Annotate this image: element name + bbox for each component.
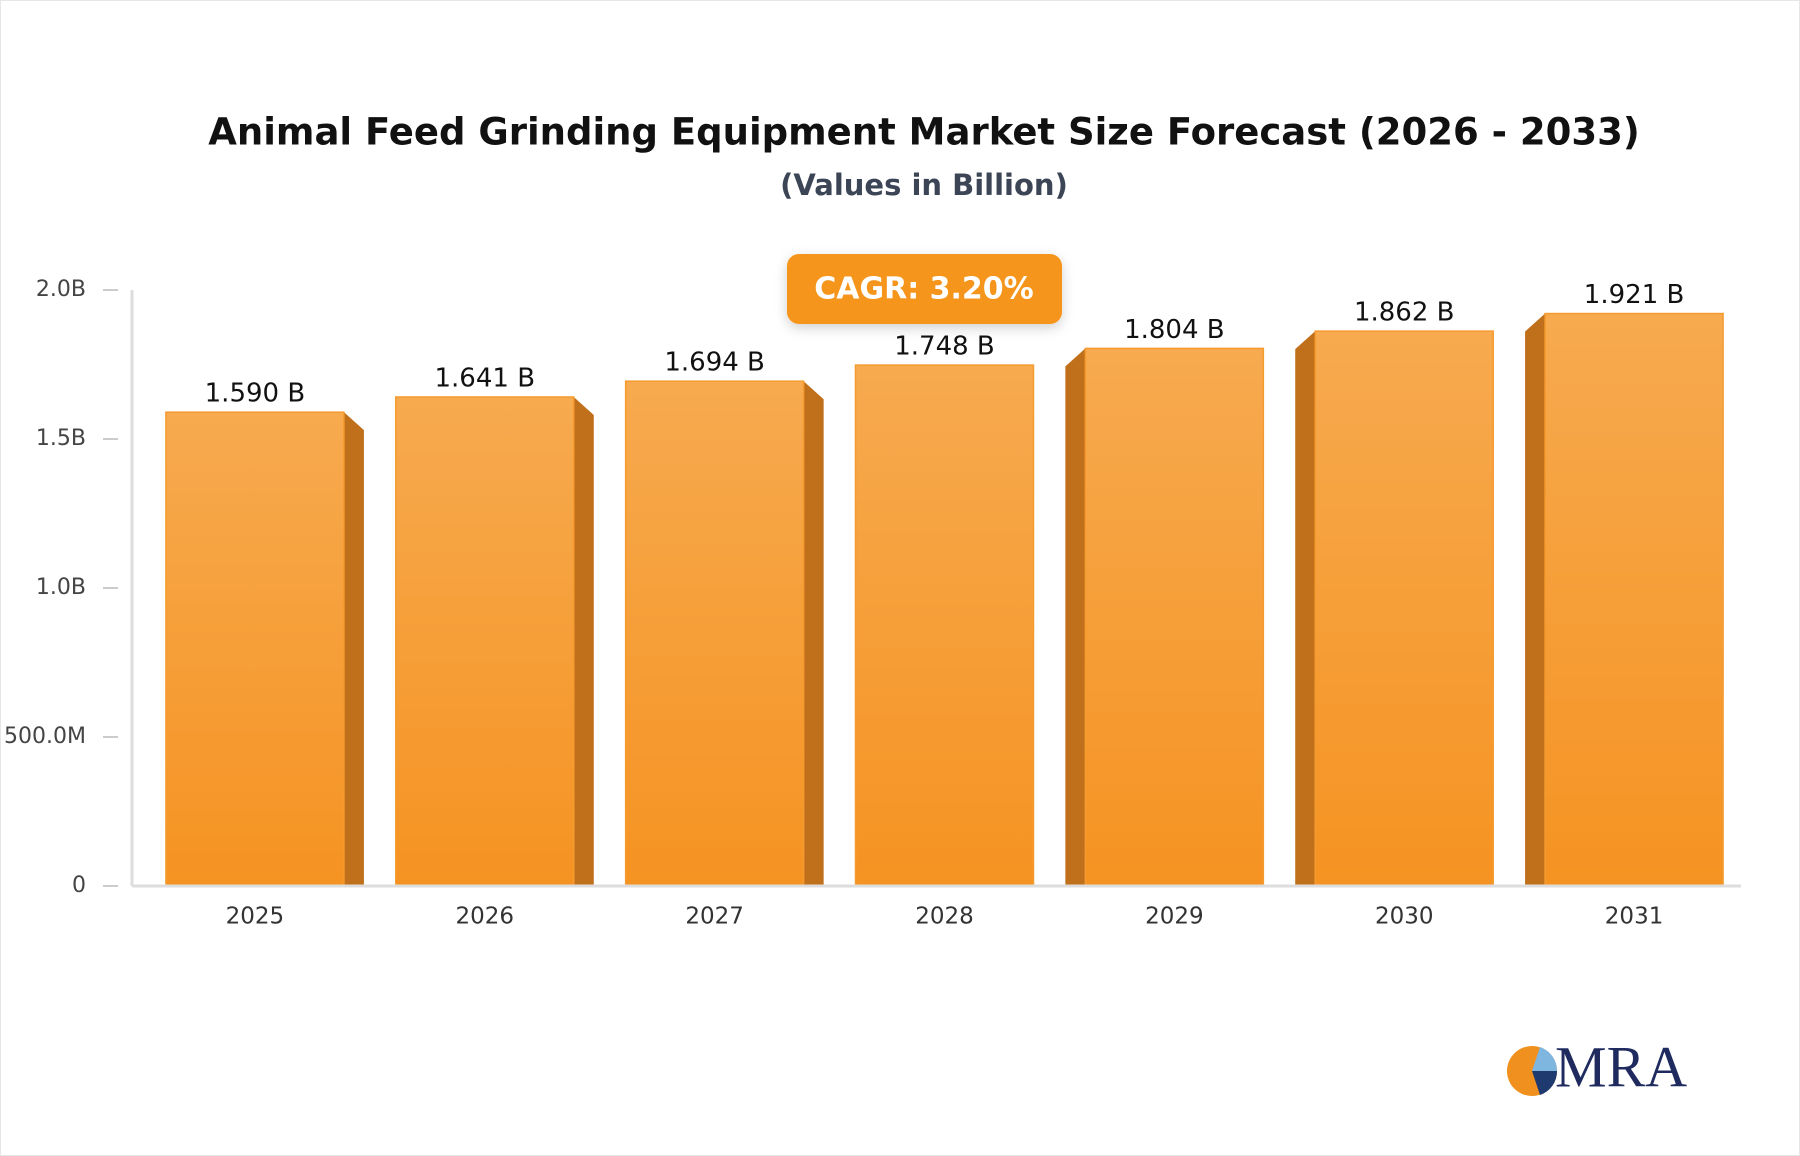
x-tick-label: 2026 — [456, 904, 515, 930]
bar-side — [803, 381, 824, 886]
value-label: 1.590 B — [205, 379, 306, 409]
y-tick-label: 500.0M — [4, 724, 86, 749]
x-tick-label: 2029 — [1145, 904, 1204, 930]
x-tick-label: 2025 — [226, 904, 285, 930]
logo-slice — [1532, 1047, 1558, 1071]
cagr-badge — [787, 254, 1062, 324]
chart-subtitle: (Values in Billion) — [780, 168, 1068, 202]
logo-text: MRA — [1555, 1034, 1687, 1099]
y-tick-label: 1.5B — [36, 426, 86, 451]
bar-side — [1295, 331, 1316, 886]
y-tick-label: 2.0B — [36, 277, 86, 302]
value-label: 1.921 B — [1584, 280, 1685, 310]
logo: MRA — [1507, 1034, 1687, 1099]
value-label: 1.748 B — [894, 332, 995, 362]
value-label: 1.641 B — [435, 363, 536, 393]
y-tick-label: 0 — [72, 873, 86, 898]
cagr-label: CAGR: 3.20% — [814, 272, 1033, 307]
bar-side — [343, 412, 364, 886]
bar — [1314, 330, 1494, 887]
bar-side — [1065, 348, 1086, 887]
logo-slice — [1532, 1071, 1558, 1095]
bar — [1084, 347, 1265, 887]
x-tick-label: 2028 — [915, 904, 974, 930]
value-label: 1.694 B — [664, 348, 765, 378]
bar — [854, 364, 1035, 887]
bar-side — [1525, 313, 1546, 886]
bar-side — [573, 396, 594, 886]
bar — [165, 411, 345, 887]
value-label: 1.804 B — [1124, 315, 1225, 345]
x-tick-label: 2030 — [1375, 904, 1434, 930]
x-tick-label: 2027 — [685, 904, 744, 930]
bar — [624, 380, 805, 887]
plot: 0 500.0M 1.0B 1.5B 2.0B 1.590 B 2025 1.641 B 202… — [4, 277, 1741, 930]
y-tick-label: 1.0B — [36, 575, 86, 600]
chart-title: Animal Feed Grinding Equipment Market Si… — [208, 111, 1640, 154]
x-tick-label: 2031 — [1605, 904, 1664, 930]
badge-bg — [787, 254, 1062, 324]
bar — [1544, 312, 1724, 887]
value-label: 1.862 B — [1354, 298, 1455, 328]
bar — [395, 396, 575, 887]
